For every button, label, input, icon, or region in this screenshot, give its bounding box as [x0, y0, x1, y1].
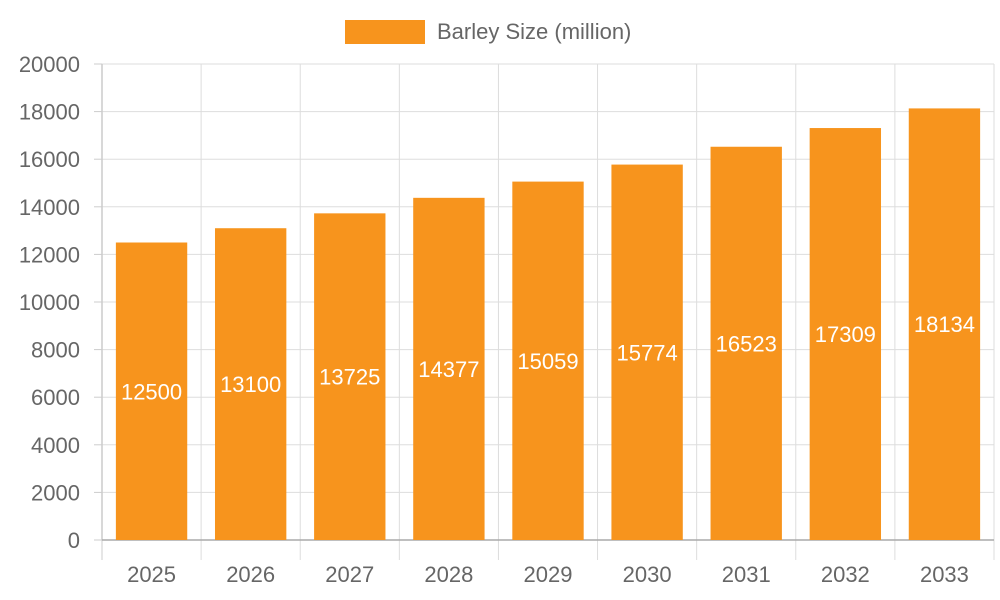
data-label: 15059: [517, 349, 578, 374]
legend-label: Barley Size (million): [437, 19, 631, 44]
x-tick-label: 2027: [325, 562, 374, 587]
data-label: 14377: [418, 357, 479, 382]
x-tick-label: 2025: [127, 562, 176, 587]
data-labels: 12500 13100 13725 14377 15059 15774 16523 17309…: [121, 312, 975, 404]
y-axis-tick-labels: 0 2000 4000 6000 8000 10000 12000 14000 16000 180…: [19, 52, 80, 553]
y-tick-label: 16000: [19, 147, 80, 172]
bar[interactable]: [908, 108, 981, 540]
y-tick-label: 18000: [19, 100, 80, 125]
y-tick-label: 0: [68, 528, 80, 553]
bar[interactable]: [710, 146, 782, 540]
x-tick-label: 2028: [424, 562, 473, 587]
data-label: 17309: [815, 322, 876, 347]
bar[interactable]: [314, 213, 386, 540]
x-tick-label: 2029: [524, 562, 573, 587]
y-tick-label: 8000: [31, 338, 80, 363]
data-label: 13100: [220, 372, 281, 397]
x-tick-label: 2033: [920, 562, 969, 587]
y-tick-label: 14000: [19, 195, 80, 220]
x-tick-label: 2032: [821, 562, 870, 587]
legend-swatch: [345, 20, 425, 44]
x-tick-label: 2030: [623, 562, 672, 587]
bar[interactable]: [512, 181, 584, 540]
x-tick-label: 2026: [226, 562, 275, 587]
y-tick-label: 6000: [31, 385, 80, 410]
y-tick-label: 10000: [19, 290, 80, 315]
x-tick-label: 2031: [722, 562, 771, 587]
data-label: 15774: [617, 340, 678, 365]
data-label: 18134: [914, 312, 975, 337]
y-tick-label: 12000: [19, 242, 80, 267]
bar[interactable]: [611, 164, 683, 540]
y-tick-label: 2000: [31, 480, 80, 505]
bars: [115, 108, 981, 541]
data-label: 16523: [716, 331, 777, 356]
bar[interactable]: [115, 242, 188, 541]
legend[interactable]: Barley Size (million): [345, 19, 631, 44]
x-axis-tick-labels: 2025 2026 2027 2028 2029 2030 2031 2032 2033: [127, 562, 969, 587]
data-label: 13725: [319, 365, 380, 390]
y-tick-label: 4000: [31, 433, 80, 458]
bar[interactable]: [214, 228, 287, 540]
bar[interactable]: [413, 197, 485, 540]
data-label: 12500: [121, 379, 182, 404]
bar[interactable]: [809, 128, 882, 540]
y-tick-label: 20000: [19, 52, 80, 77]
